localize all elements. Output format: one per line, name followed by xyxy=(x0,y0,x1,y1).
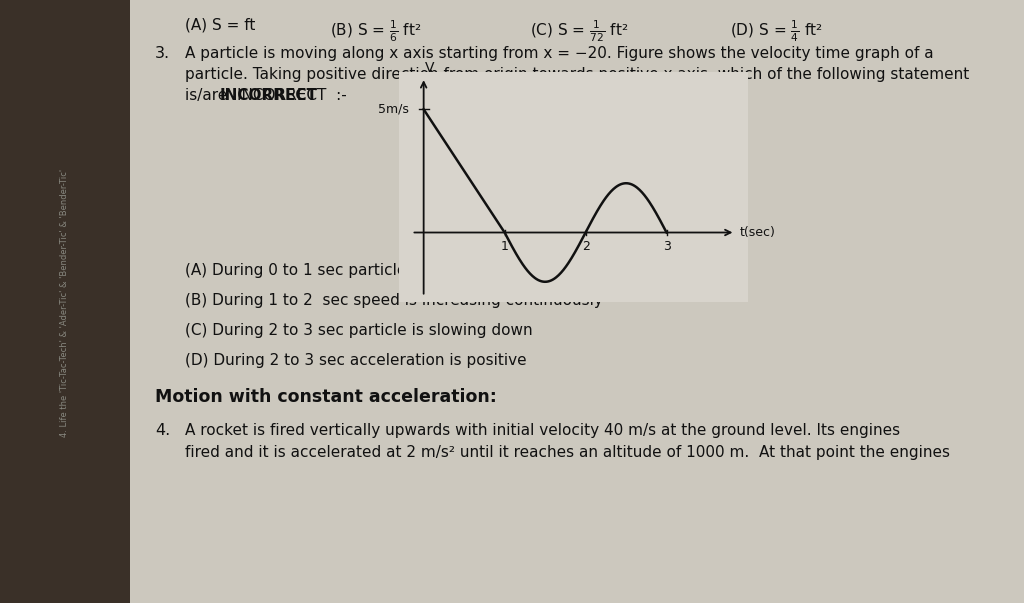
Text: 4.: 4. xyxy=(155,423,170,438)
Text: (C) S = $\frac{1}{72}$ ft²: (C) S = $\frac{1}{72}$ ft² xyxy=(530,18,629,43)
Text: INCORRECT: INCORRECT xyxy=(220,88,318,103)
Text: (A) S = ft: (A) S = ft xyxy=(185,18,255,33)
Text: A rocket is fired vertically upwards with initial velocity 40 m/s at the ground : A rocket is fired vertically upwards wit… xyxy=(185,423,900,438)
Text: V: V xyxy=(425,61,435,75)
Text: (D) S = $\frac{1}{4}$ ft²: (D) S = $\frac{1}{4}$ ft² xyxy=(730,18,822,43)
Text: 1: 1 xyxy=(501,240,509,253)
Text: 3: 3 xyxy=(663,240,671,253)
Text: 2: 2 xyxy=(582,240,590,253)
Bar xyxy=(0,0,130,603)
Text: (B) S = $\frac{1}{6}$ ft²: (B) S = $\frac{1}{6}$ ft² xyxy=(330,18,422,43)
Text: (D) During 2 to 3 sec acceleration is positive: (D) During 2 to 3 sec acceleration is po… xyxy=(185,353,526,368)
Text: 4. Life the 'Tic-Tac-Tech' & 'Ader-Tic' & 'Bender-Tic' & 'Bender-Tic': 4. Life the 'Tic-Tac-Tech' & 'Ader-Tic' … xyxy=(60,169,70,437)
Text: (B) During 1 to 2  sec speed is increasing continuously: (B) During 1 to 2 sec speed is increasin… xyxy=(185,293,603,308)
Text: 3.: 3. xyxy=(155,46,170,61)
Text: fired and it is accelerated at 2 m/s² until it reaches an altitude of 1000 m.  A: fired and it is accelerated at 2 m/s² un… xyxy=(185,445,950,460)
Text: t(sec): t(sec) xyxy=(739,226,775,239)
Text: 5m/s: 5m/s xyxy=(378,103,409,116)
Text: Motion with constant acceleration:: Motion with constant acceleration: xyxy=(155,388,497,406)
Text: is/are  INCORRECT  :-: is/are INCORRECT :- xyxy=(185,88,347,103)
Text: (C) During 2 to 3 sec particle is slowing down: (C) During 2 to 3 sec particle is slowin… xyxy=(185,323,532,338)
Text: particle. Taking positive direction from origin towards positive x axis, which o: particle. Taking positive direction from… xyxy=(185,67,970,82)
Text: A particle is moving along x axis starting from x = −20. Figure shows the veloci: A particle is moving along x axis starti… xyxy=(185,46,934,61)
Text: (A) During 0 to 1 sec particle is moving towards origin.: (A) During 0 to 1 sec particle is moving… xyxy=(185,263,604,278)
